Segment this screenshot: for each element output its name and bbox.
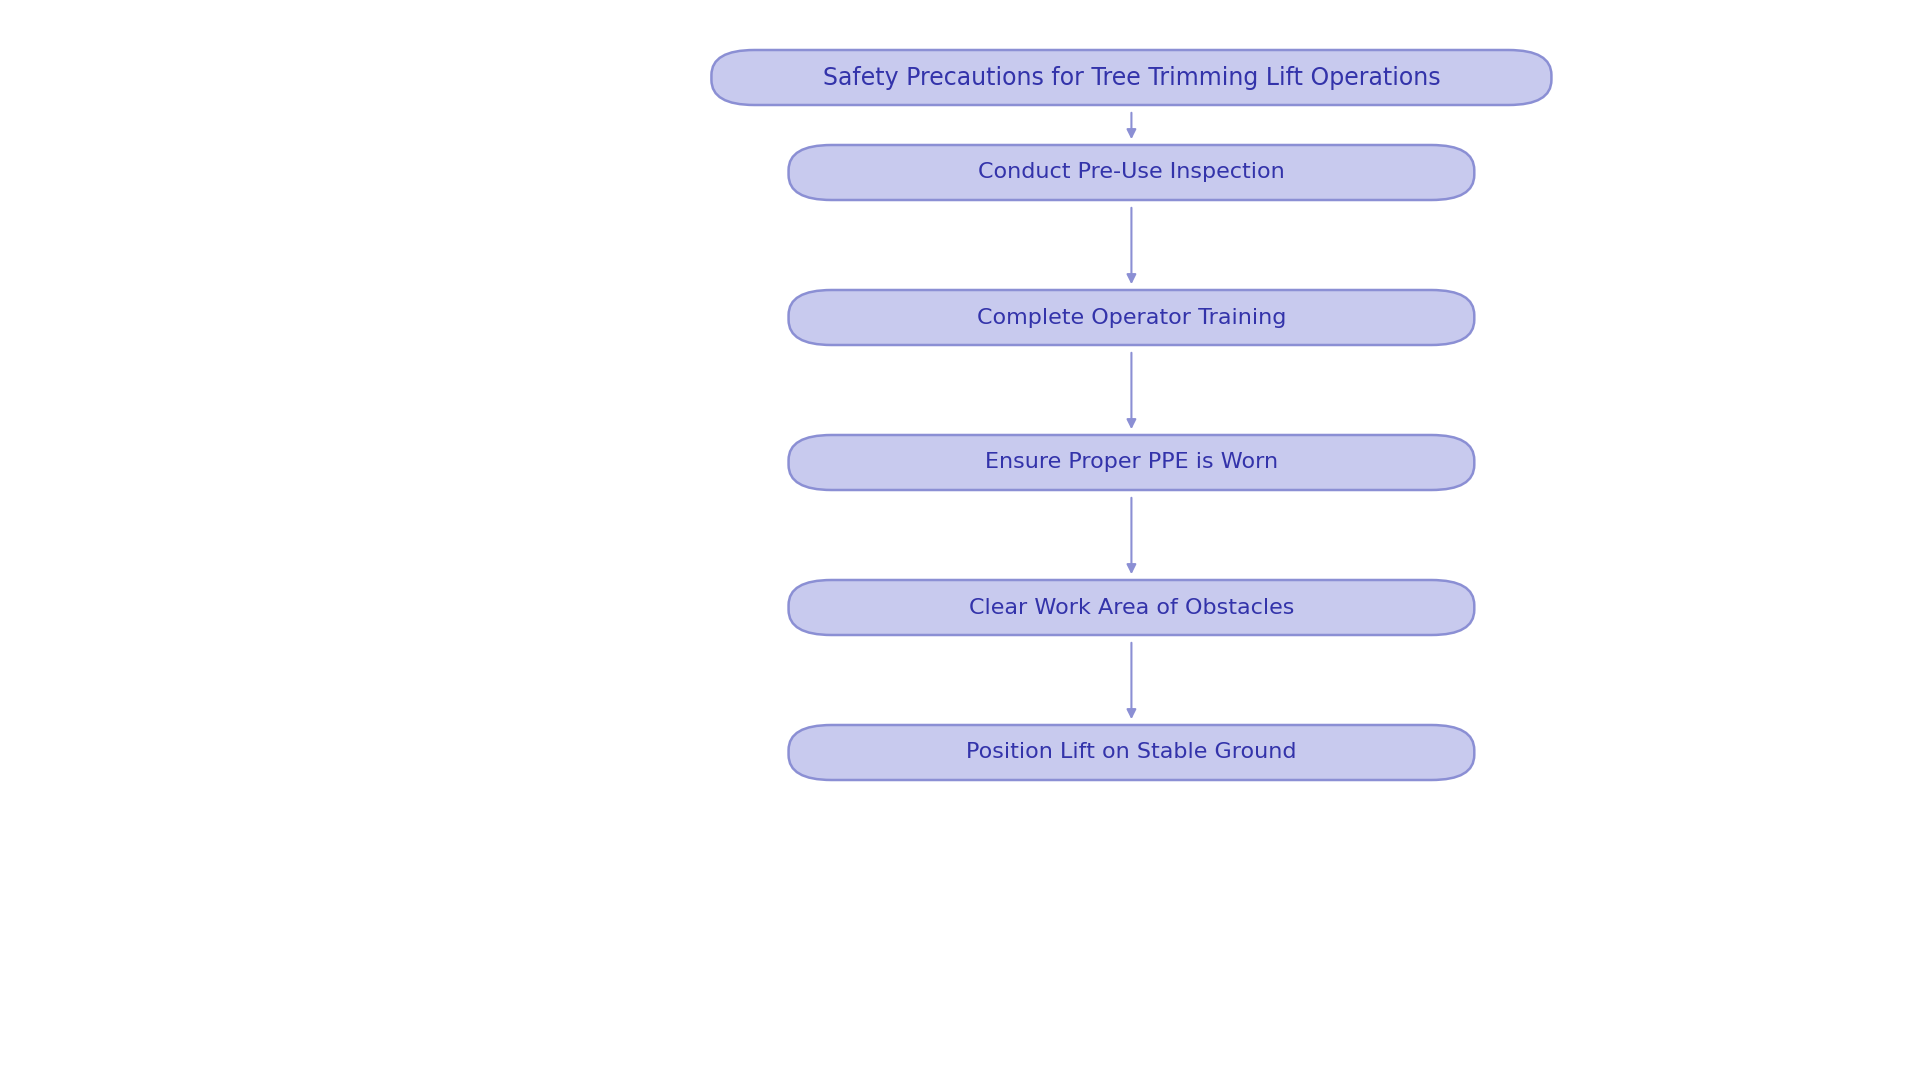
FancyBboxPatch shape	[789, 290, 1475, 345]
Text: Safety Precautions for Tree Trimming Lift Operations: Safety Precautions for Tree Trimming Lif…	[822, 65, 1440, 90]
FancyBboxPatch shape	[789, 145, 1475, 200]
Text: Complete Operator Training: Complete Operator Training	[977, 308, 1286, 327]
FancyBboxPatch shape	[789, 580, 1475, 635]
Text: Conduct Pre-Use Inspection: Conduct Pre-Use Inspection	[977, 162, 1284, 183]
Text: Position Lift on Stable Ground: Position Lift on Stable Ground	[966, 743, 1296, 762]
FancyBboxPatch shape	[712, 50, 1551, 105]
FancyBboxPatch shape	[789, 435, 1475, 490]
Text: Ensure Proper PPE is Worn: Ensure Proper PPE is Worn	[985, 453, 1279, 472]
FancyBboxPatch shape	[789, 725, 1475, 780]
Text: Clear Work Area of Obstacles: Clear Work Area of Obstacles	[970, 598, 1294, 617]
